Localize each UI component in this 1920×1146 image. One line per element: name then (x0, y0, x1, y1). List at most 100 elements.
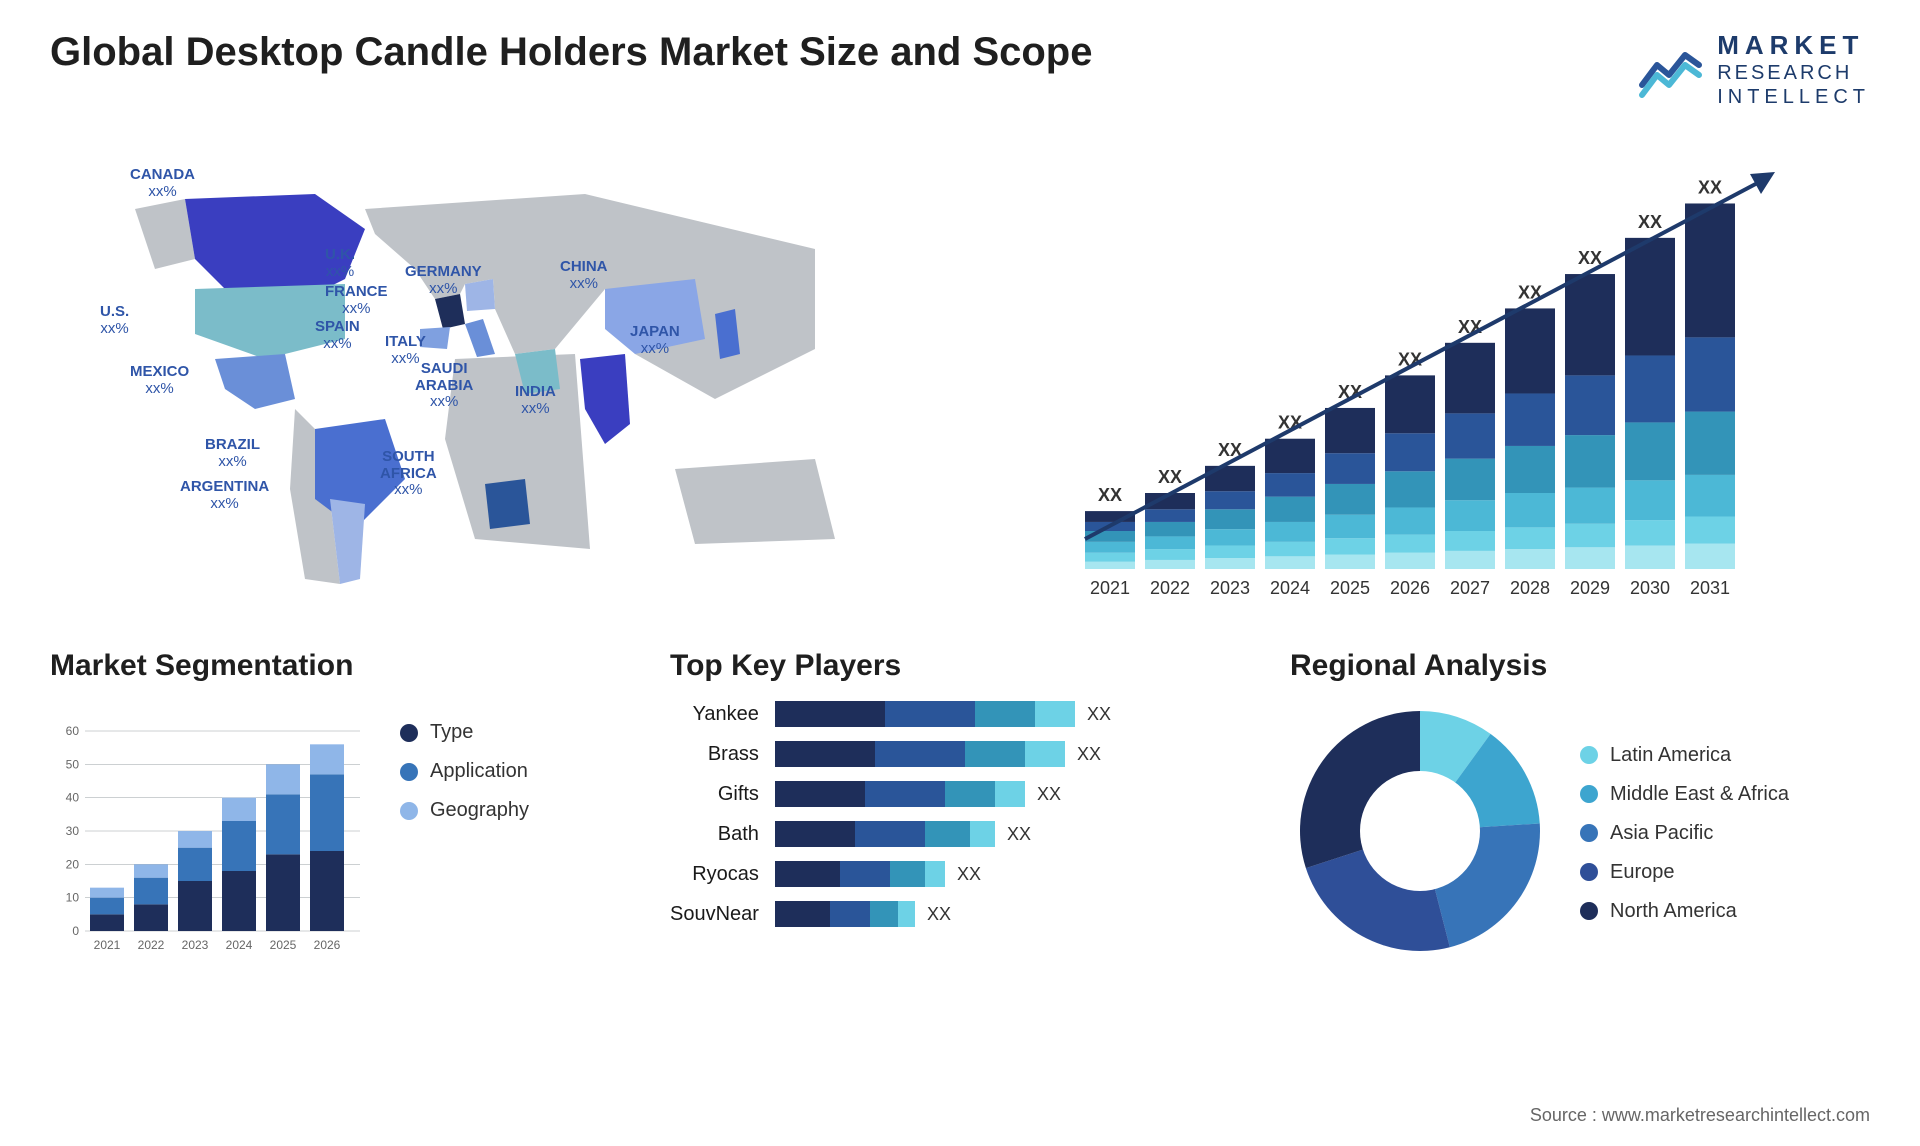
player-bar-seg (775, 861, 840, 887)
seg-bar-2024-type (222, 871, 256, 931)
legend-swatch (400, 763, 418, 781)
map-region-europe_it (465, 319, 495, 357)
legend-swatch (1580, 902, 1598, 920)
map-label-india: INDIAxx% (515, 384, 556, 417)
svg-text:2021: 2021 (94, 938, 121, 952)
legend-swatch (1580, 824, 1598, 842)
seg-bar-2026-type (310, 851, 344, 931)
growth-bar-2029-seg5 (1565, 274, 1615, 375)
growth-bar-2023-seg1 (1205, 546, 1255, 559)
growth-bar-2022-seg2 (1145, 537, 1195, 550)
player-bar-value: XX (927, 904, 951, 925)
map-label-spain: SPAINxx% (315, 319, 360, 352)
seg-bar-2023-type (178, 881, 212, 931)
growth-year-2025: 2025 (1330, 578, 1370, 598)
player-bar-seg (870, 901, 898, 927)
growth-bar-2021-seg1 (1085, 553, 1135, 562)
growth-bar-label-2030: XX (1638, 212, 1662, 232)
growth-bar-2026-seg3 (1385, 471, 1435, 507)
growth-bar-2023-seg0 (1205, 558, 1255, 569)
growth-bar-2025-seg2 (1325, 515, 1375, 539)
seg-bar-2025-application (266, 795, 300, 855)
legend-label: Geography (430, 799, 529, 822)
growth-bar-2026-seg2 (1385, 508, 1435, 535)
growth-bar-2031-seg0 (1685, 544, 1735, 569)
player-label-ryocas: Ryocas (670, 861, 759, 887)
player-bar-seg (965, 741, 1025, 767)
player-bar-row-gifts: XX (775, 781, 1111, 807)
growth-bar-2024-seg1 (1265, 542, 1315, 556)
seg-legend-type: Type (400, 721, 529, 744)
growth-bar-2030-seg3 (1625, 423, 1675, 481)
growth-bar-2030-seg0 (1625, 546, 1675, 570)
player-bar-seg (975, 701, 1035, 727)
growth-year-2021: 2021 (1090, 578, 1130, 598)
growth-bar-2029-seg3 (1565, 435, 1615, 487)
growth-bar-2029-seg0 (1565, 547, 1615, 569)
players-title: Top Key Players (670, 649, 1250, 683)
player-bar-seg (890, 861, 925, 887)
map-label-saudiarabia: SAUDIARABIAxx% (415, 361, 473, 411)
growth-bar-2024-seg0 (1265, 557, 1315, 570)
growth-year-2023: 2023 (1210, 578, 1250, 598)
player-bar-row-brass: XX (775, 741, 1111, 767)
svg-text:2023: 2023 (182, 938, 209, 952)
map-label-canada: CANADAxx% (130, 167, 195, 200)
player-bar-seg (970, 821, 995, 847)
legend-swatch (400, 802, 418, 820)
growth-bar-2027-seg0 (1445, 551, 1495, 569)
segmentation-legend: TypeApplicationGeography (400, 721, 529, 838)
growth-bar-2022-seg4 (1145, 509, 1195, 522)
player-label-souvnear: SouvNear (670, 901, 759, 927)
player-bar-seg (925, 861, 945, 887)
growth-bar-2023-seg2 (1205, 529, 1255, 545)
growth-bar-2028-seg5 (1505, 309, 1555, 394)
growth-bar-2025-seg0 (1325, 555, 1375, 569)
player-bar-seg (775, 781, 865, 807)
player-bar-row-ryocas: XX (775, 861, 1111, 887)
seg-bar-2026-geography (310, 745, 344, 775)
map-label-france: FRANCExx% (325, 284, 388, 317)
logo-text-1: MARKET (1717, 30, 1870, 61)
growth-bar-2028-seg3 (1505, 446, 1555, 493)
growth-bar-2029-seg4 (1565, 376, 1615, 436)
growth-bar-2024-seg5 (1265, 439, 1315, 473)
growth-bar-2030-seg4 (1625, 356, 1675, 423)
map-region-safrica (485, 479, 530, 529)
map-label-brazil: BRAZILxx% (205, 437, 260, 470)
world-map-panel: CANADAxx%U.S.xx%MEXICOxx%BRAZILxx%ARGENT… (50, 139, 940, 619)
growth-bar-2028-seg1 (1505, 528, 1555, 550)
player-bar-seg (855, 821, 925, 847)
legend-swatch (400, 724, 418, 742)
svg-text:2026: 2026 (314, 938, 341, 952)
legend-label: Middle East & Africa (1610, 783, 1789, 806)
growth-bar-2026-seg1 (1385, 535, 1435, 553)
player-bar-value: XX (1037, 784, 1061, 805)
regional-title: Regional Analysis (1290, 649, 1870, 683)
regional-legend-latin-america: Latin America (1580, 744, 1789, 767)
svg-text:2024: 2024 (226, 938, 253, 952)
growth-bar-2021-seg2 (1085, 542, 1135, 553)
player-label-bath: Bath (670, 821, 759, 847)
growth-bar-2027-seg2 (1445, 500, 1495, 531)
player-label-gifts: Gifts (670, 781, 759, 807)
growth-bar-2031-seg5 (1685, 204, 1735, 338)
growth-bar-2022-seg0 (1145, 560, 1195, 569)
player-bar-seg (925, 821, 970, 847)
svg-text:60: 60 (66, 724, 80, 738)
growth-bar-2031-seg4 (1685, 338, 1735, 412)
player-bar-row-souvnear: XX (775, 901, 1111, 927)
svg-text:0: 0 (72, 924, 79, 938)
legend-swatch (1580, 785, 1598, 803)
logo-text-3: INTELLECT (1717, 85, 1870, 109)
growth-chart-panel: XX2021XX2022XX2023XX2024XX2025XX2026XX20… (980, 139, 1870, 619)
player-bar-seg (830, 901, 870, 927)
growth-bar-2029-seg1 (1565, 524, 1615, 548)
regional-legend-middle-east---africa: Middle East & Africa (1580, 783, 1789, 806)
player-bar-seg (1035, 701, 1075, 727)
growth-bar-label-2022: XX (1158, 467, 1182, 487)
player-bar-seg (775, 741, 875, 767)
player-bar-value: XX (1077, 744, 1101, 765)
growth-bar-2027-seg4 (1445, 414, 1495, 459)
growth-year-2028: 2028 (1510, 578, 1550, 598)
